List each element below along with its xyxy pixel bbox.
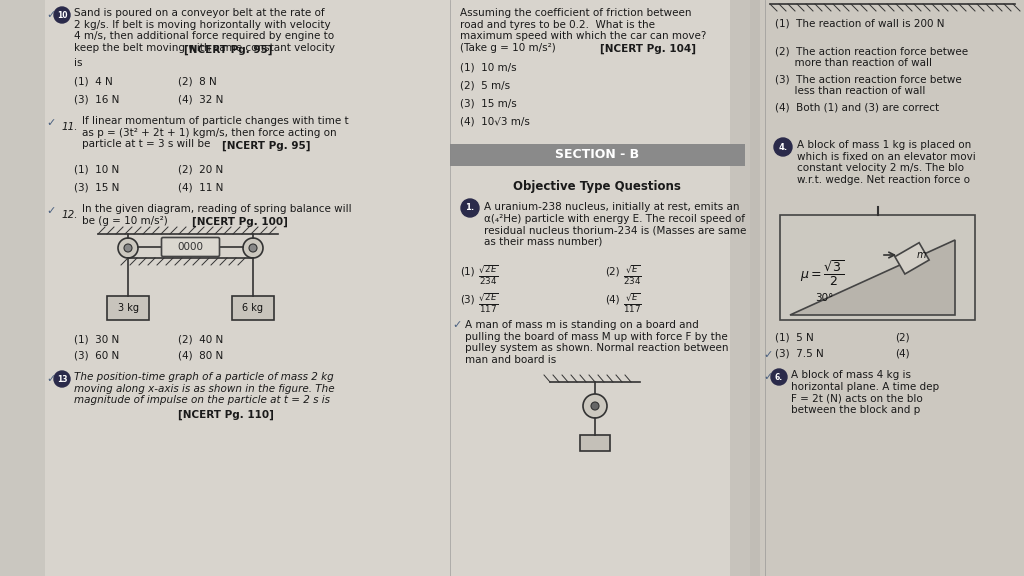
Text: (2)  8 N: (2) 8 N [178,76,217,86]
Text: (4)  10√3 m/s: (4) 10√3 m/s [460,116,529,126]
Text: (3)  The action reaction force betwe
      less than reaction of wall: (3) The action reaction force betwe less… [775,74,962,96]
Text: [NCERT Pg. 104]: [NCERT Pg. 104] [600,44,696,54]
Text: 12.: 12. [62,210,79,220]
Text: [NCERT Pg. 100]: [NCERT Pg. 100] [193,217,288,228]
Text: $\frac{\sqrt{E}}{117}$: $\frac{\sqrt{E}}{117}$ [623,292,642,315]
Text: SECTION - B: SECTION - B [555,149,639,161]
Bar [0,0,45,576]
Text: (1)  5 N: (1) 5 N [775,332,814,342]
Text: ✓: ✓ [46,374,55,384]
Text: $\frac{\sqrt{2E}}{117}$: $\frac{\sqrt{2E}}{117}$ [478,292,499,315]
Text: In the given diagram, reading of spring balance will
be (g = 10 m/s²): In the given diagram, reading of spring … [82,204,351,226]
Text: (3)  60 N: (3) 60 N [74,350,119,360]
Text: (4)  80 N: (4) 80 N [178,350,223,360]
Text: (3)  7.5 N: (3) 7.5 N [775,348,823,358]
Text: ✓: ✓ [46,206,55,216]
Text: (1)  30 N: (1) 30 N [74,334,119,344]
Circle shape [124,244,132,252]
Polygon shape [790,240,955,315]
Text: ✓: ✓ [763,372,772,382]
Text: (4)  11 N: (4) 11 N [178,182,223,192]
Text: (2)  40 N: (2) 40 N [178,334,223,344]
Text: $\frac{\sqrt{2E}}{234}$: $\frac{\sqrt{2E}}{234}$ [478,264,499,287]
Bar [780,215,975,320]
Text: (1): (1) [460,266,475,276]
Text: 10: 10 [56,10,68,20]
Text: (3)  15 m/s: (3) 15 m/s [460,98,517,108]
Text: [NCERT Pg. 95]: [NCERT Pg. 95] [222,141,310,151]
Text: (4)  Both (1) and (3) are correct: (4) Both (1) and (3) are correct [775,102,939,112]
Circle shape [591,402,599,410]
Text: 0000: 0000 [177,242,204,252]
Text: [NCERT Pg. 95]: [NCERT Pg. 95] [184,45,272,55]
Text: 6 kg: 6 kg [243,303,263,313]
Text: (2)  5 m/s: (2) 5 m/s [460,80,510,90]
Circle shape [54,7,70,23]
Text: (1)  The reaction of wall is 200 N: (1) The reaction of wall is 200 N [775,18,944,28]
Text: is: is [74,58,83,68]
Text: [NCERT Pg. 110]: [NCERT Pg. 110] [178,410,273,420]
Text: $\frac{\sqrt{E}}{234}$: $\frac{\sqrt{E}}{234}$ [623,264,642,287]
Circle shape [249,244,257,252]
Circle shape [118,238,138,258]
Text: Assuming the coefficient of friction between
road and tyres to be 0.2.  What is : Assuming the coefficient of friction bet… [460,8,707,53]
Bar [580,435,610,451]
Text: 6.: 6. [775,373,783,381]
Text: ✓: ✓ [46,10,55,20]
Text: (4)  32 N: (4) 32 N [178,94,223,104]
Text: 4.: 4. [778,142,787,151]
FancyBboxPatch shape [162,237,219,256]
Text: (2): (2) [895,332,909,342]
Text: (3)  16 N: (3) 16 N [74,94,120,104]
Text: 30°: 30° [815,293,834,303]
Polygon shape [895,242,929,274]
Text: ✓: ✓ [46,118,55,128]
Circle shape [54,371,70,387]
Bar [750,0,1024,576]
Bar [232,296,274,320]
Text: A block of mass 4 kg is
horizontal plane. A time dep
F = 2t (N) acts on the blo
: A block of mass 4 kg is horizontal plane… [791,370,939,415]
Text: (3): (3) [460,294,475,304]
Text: A uranium-238 nucleus, initially at rest, emits an
α(₄²He) particle with energy : A uranium-238 nucleus, initially at rest… [484,202,746,247]
Text: $\mu = \dfrac{\sqrt{3}}{2}$: $\mu = \dfrac{\sqrt{3}}{2}$ [800,258,845,288]
Text: 3 kg: 3 kg [118,303,138,313]
Circle shape [461,199,479,217]
Text: (2)  20 N: (2) 20 N [178,164,223,174]
Circle shape [583,394,607,418]
Text: (4): (4) [605,294,620,304]
Text: A man of mass m is standing on a board and
pulling the board of mass M up with f: A man of mass m is standing on a board a… [465,320,728,365]
Text: If linear momentum of particle changes with time t
as p = (3t² + 2t + 1) kgm/s, : If linear momentum of particle changes w… [82,116,348,149]
Text: (1)  10 m/s: (1) 10 m/s [460,62,517,72]
Circle shape [774,138,792,156]
Text: (2): (2) [605,266,620,276]
Bar [0,0,750,576]
Text: ✓: ✓ [763,350,772,360]
Bar [730,0,760,576]
Text: 13: 13 [56,374,68,384]
Bar [450,144,745,166]
Text: (4): (4) [895,348,909,358]
Text: 11.: 11. [62,122,79,132]
Text: (1)  10 N: (1) 10 N [74,164,119,174]
Text: (2)  The action reaction force betwee
      more than reaction of wall: (2) The action reaction force betwee mor… [775,46,968,67]
Text: Sand is poured on a conveyor belt at the rate of
2 kg/s. If belt is moving horiz: Sand is poured on a conveyor belt at the… [74,8,335,53]
Text: m: m [916,250,926,260]
Text: Objective Type Questions: Objective Type Questions [513,180,681,193]
Text: A block of mass 1 kg is placed on
which is fixed on an elevator movi
constant ve: A block of mass 1 kg is placed on which … [797,140,976,185]
Text: 1.: 1. [466,203,474,213]
Bar [106,296,150,320]
Circle shape [243,238,263,258]
Text: (3)  15 N: (3) 15 N [74,182,120,192]
Text: (1)  4 N: (1) 4 N [74,76,113,86]
Circle shape [771,369,787,385]
Text: ✓: ✓ [452,320,462,330]
Text: The position-time graph of a particle of mass 2 kg
moving along x-axis is as sho: The position-time graph of a particle of… [74,372,335,405]
